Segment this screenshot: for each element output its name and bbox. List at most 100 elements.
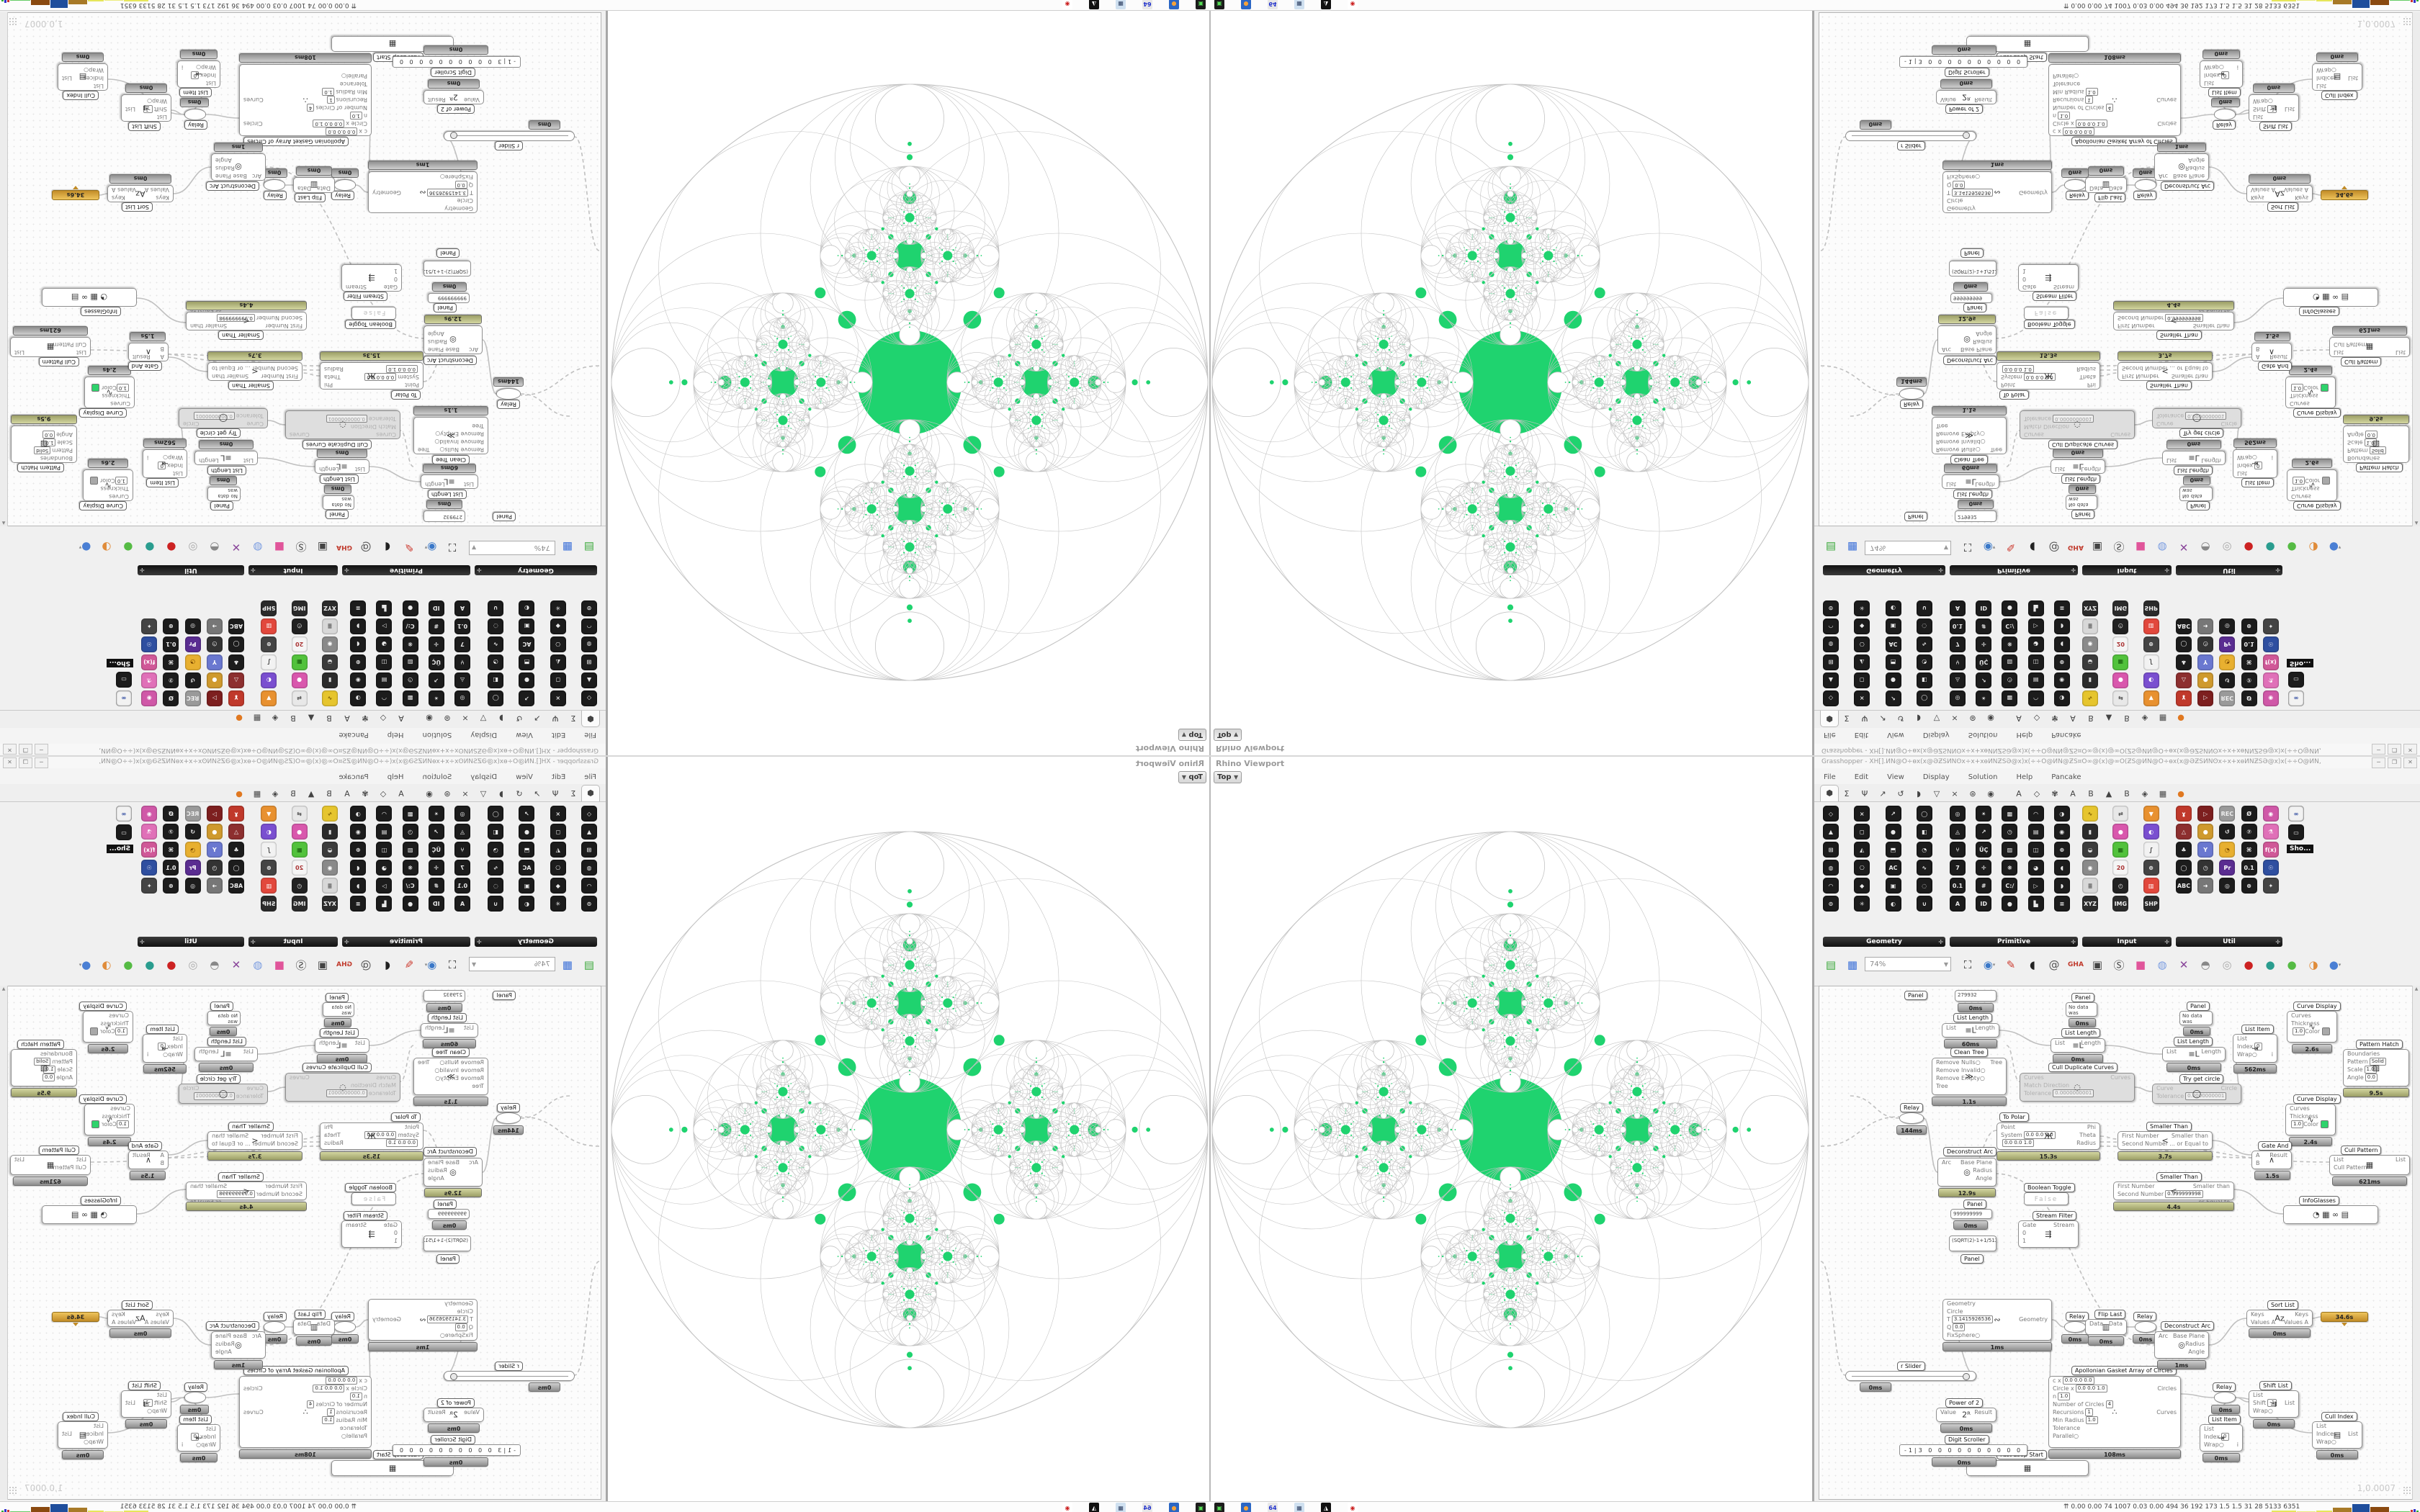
- palette-icon[interactable]: ❋: [2002, 636, 2018, 652]
- gh-component[interactable]: A Result B ∧: [128, 1151, 169, 1169]
- category-tab[interactable]: B: [290, 789, 296, 798]
- value-chip[interactable]: 0.0 0.0 1.0: [2002, 1139, 2034, 1147]
- menu-item-solution[interactable]: Solution: [1968, 731, 1998, 739]
- palette-icon[interactable]: ɣ: [2176, 806, 2192, 822]
- category-tab[interactable]: ↺: [516, 789, 523, 798]
- toolbar-button[interactable]: Ⓢ: [295, 958, 307, 972]
- gh-component[interactable]: List Length ≡L: [421, 1023, 478, 1038]
- category-tab[interactable]: Ψ: [552, 789, 559, 798]
- palette-icon[interactable]: ⬒: [1885, 654, 1901, 670]
- taskbar-app-icon[interactable]: ●: [1241, 0, 1251, 9]
- gh-component[interactable]: Point Phi System 0.0 0.0 0.0 Theta 0.0 0.0 1.…: [320, 362, 424, 390]
- minimize-button[interactable]: ─: [35, 744, 48, 755]
- palette-caption-primitive[interactable]: Primitive ✛: [1950, 565, 2078, 575]
- palette-icon[interactable]: ✴: [428, 690, 444, 706]
- palette-icon[interactable]: ▙: [2027, 896, 2044, 912]
- palette-icon[interactable]: ◔: [1916, 842, 1932, 858]
- taskbar-app-icon[interactable]: 64: [1142, 1503, 1152, 1512]
- toolbar-button[interactable]: ●: [145, 958, 155, 971]
- taskbar-app-icon[interactable]: ●: [1169, 0, 1179, 9]
- relay-component[interactable]: [496, 388, 521, 400]
- palette-caption-sho[interactable]: Sho...: [2287, 659, 2314, 667]
- toolbar-button[interactable]: ◑: [2308, 541, 2318, 554]
- palette-icon[interactable]: #: [1976, 618, 1992, 634]
- palette-icon[interactable]: ▷: [2027, 878, 2044, 894]
- value-chip[interactable]: 0.0000000001: [326, 1089, 367, 1097]
- slider-knob[interactable]: [450, 1373, 457, 1380]
- palette-icon[interactable]: ◑: [2053, 806, 2070, 822]
- category-tab[interactable]: ◗: [499, 789, 503, 798]
- palette-icon[interactable]: ∪: [488, 896, 504, 912]
- palette-caption-util[interactable]: Util ✛: [138, 937, 244, 947]
- palette-icon[interactable]: ↗: [1976, 824, 1992, 840]
- palette-icon[interactable]: ◇: [1823, 690, 1839, 706]
- palette-icon[interactable]: ≣: [322, 618, 338, 634]
- category-tab[interactable]: ◇: [380, 714, 387, 723]
- palette-icon[interactable]: ⊛: [261, 860, 277, 876]
- category-tab[interactable]: ↺: [1897, 714, 1904, 723]
- minimize-button[interactable]: ─: [2372, 744, 2385, 755]
- palette-icon[interactable]: #: [1976, 878, 1992, 894]
- toolbar-button[interactable]: ◍: [253, 958, 263, 971]
- palette-icon[interactable]: 20: [291, 636, 308, 652]
- gh-component[interactable]: Keys Keys Values A Values A Az: [107, 185, 174, 202]
- palette-icon[interactable]: ●: [402, 896, 418, 912]
- palette-icon[interactable]: ▭: [2288, 824, 2304, 840]
- palette-icon[interactable]: ∫: [261, 842, 277, 858]
- palette-icon[interactable]: C:/: [2002, 618, 2018, 634]
- viewport-tab-top[interactable]: Top ▼: [1214, 771, 1242, 783]
- palette-icon[interactable]: ▷: [206, 690, 223, 706]
- palette-icon[interactable]: ◗: [350, 618, 367, 634]
- gh-component[interactable]: First Number Smaller than Second Number...…: [2118, 1131, 2213, 1150]
- palette-icon[interactable]: ◑: [350, 690, 367, 706]
- toolbar-button[interactable]: ⛶: [1963, 958, 1972, 971]
- panel-component[interactable]: (SQRT(2)-1+1/512)^1: [424, 261, 471, 276]
- palette-icon[interactable]: REC: [2219, 690, 2236, 706]
- maximize-button[interactable]: ❐: [19, 744, 32, 755]
- category-tab[interactable]: ◇: [2033, 714, 2040, 723]
- relay-component[interactable]: [2064, 179, 2086, 191]
- canvas-scrollbar[interactable]: ▲: [2412, 12, 2420, 526]
- palette-icon[interactable]: 20: [2112, 636, 2129, 652]
- palette-icon[interactable]: ●: [291, 824, 308, 840]
- palette-icon[interactable]: ●: [2112, 672, 2129, 688]
- palette-icon[interactable]: ◴: [2112, 618, 2129, 634]
- category-tab[interactable]: ⬢: [1820, 711, 1839, 727]
- gh-component[interactable]: First Number Smaller than Second Number...…: [2118, 362, 2213, 381]
- gh-component[interactable]: List Length ≡L: [194, 451, 258, 465]
- palette-icon[interactable]: ⊙: [581, 896, 597, 912]
- palette-icon[interactable]: ▥: [2143, 878, 2159, 894]
- palette-icon[interactable]: ➜: [2197, 878, 2214, 894]
- number-slider-component[interactable]: [444, 131, 575, 141]
- palette-icon[interactable]: ●: [2112, 824, 2129, 840]
- boolean-toggle-component[interactable]: False: [351, 307, 396, 320]
- toolbar-button[interactable]: ✕: [231, 541, 241, 554]
- palette-icon[interactable]: ▷: [2197, 806, 2214, 822]
- gh-component[interactable]: List Length ≡L: [1942, 474, 1999, 489]
- palette-icon[interactable]: ◷: [2002, 672, 2018, 688]
- gh-component[interactable]: A Result B ∧: [2251, 343, 2292, 361]
- category-tab[interactable]: ↗: [1879, 714, 1886, 723]
- palette-caption-input[interactable]: Input ✛: [2082, 565, 2172, 575]
- color-swatch[interactable]: [89, 477, 98, 485]
- palette-caption-input[interactable]: Input ✛: [2082, 937, 2172, 947]
- palette-icon[interactable]: ◠: [1823, 878, 1839, 894]
- palette-icon[interactable]: ◎: [184, 618, 201, 634]
- palette-icon[interactable]: ∞: [116, 690, 132, 706]
- node-canvas[interactable]: 1,0.0007 Panel 279932 0ms List Length List Le…: [4, 12, 601, 526]
- node-canvas[interactable]: 1,0.0007 Panel 279932 0ms List Length List Le…: [1819, 986, 2416, 1500]
- category-tab[interactable]: ◈: [272, 789, 279, 798]
- category-tab[interactable]: ✾: [2051, 714, 2058, 723]
- toolbar-button[interactable]: @: [2048, 958, 2060, 971]
- palette-icon[interactable]: ◬: [1950, 672, 1966, 688]
- palette-icon[interactable]: ▼: [2143, 690, 2159, 706]
- palette-icon[interactable]: 0.1: [163, 860, 179, 876]
- palette-icon[interactable]: ⊞: [581, 842, 597, 858]
- color-swatch[interactable]: [91, 384, 99, 392]
- relay-component[interactable]: [264, 179, 285, 191]
- palette-icon[interactable]: AC: [1885, 860, 1901, 876]
- palette-expand-icon[interactable]: ✛: [1938, 939, 1943, 945]
- color-swatch[interactable]: [91, 1120, 99, 1128]
- palette-icon[interactable]: ◴: [2112, 878, 2129, 894]
- palette-expand-icon[interactable]: ✛: [251, 567, 256, 573]
